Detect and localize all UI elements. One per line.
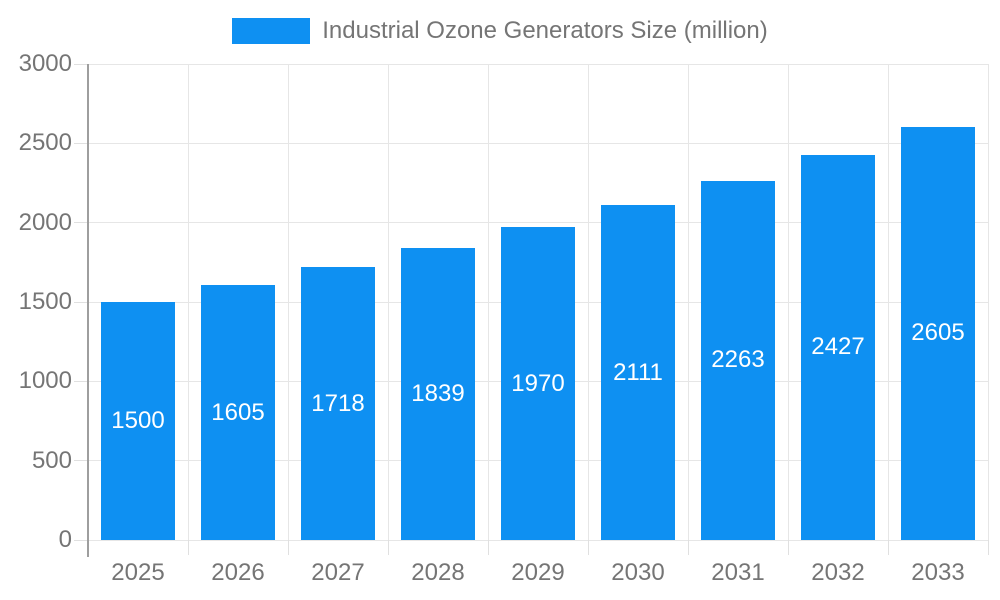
x-axis-label: 2028 bbox=[411, 559, 465, 586]
bar-value-label: 1718 bbox=[311, 389, 365, 417]
x-axis-label: 2030 bbox=[611, 559, 665, 586]
gridline-vertical bbox=[287, 64, 289, 540]
x-axis-tick bbox=[687, 540, 689, 555]
bar-value-label: 2605 bbox=[911, 319, 965, 347]
bar-value-label: 1500 bbox=[111, 407, 165, 434]
y-axis-tick bbox=[74, 301, 88, 303]
x-axis-label: 2029 bbox=[511, 559, 565, 586]
bar-value-label: 1605 bbox=[211, 398, 265, 426]
gridline-horizontal bbox=[88, 222, 988, 224]
gridline-horizontal bbox=[88, 63, 988, 65]
y-axis-tick bbox=[74, 142, 88, 144]
x-axis-tick bbox=[187, 540, 189, 555]
bar-value-label: 2263 bbox=[711, 346, 765, 374]
gridline-vertical bbox=[787, 64, 789, 540]
y-axis-label: 2000 bbox=[18, 208, 72, 236]
y-axis-label: 0 bbox=[58, 526, 72, 553]
bar-value-label: 2427 bbox=[811, 333, 865, 361]
bar-value-label: 1970 bbox=[511, 369, 565, 397]
x-axis-tick bbox=[487, 540, 489, 555]
gridline-vertical bbox=[587, 64, 589, 540]
bar-value-label: 2111 bbox=[613, 358, 663, 386]
y-axis-tick bbox=[74, 380, 88, 382]
x-axis-label: 2026 bbox=[211, 559, 265, 586]
gridline-vertical bbox=[387, 64, 389, 540]
bar[interactable]: 1970 bbox=[501, 227, 575, 540]
bar-value-label: 1839 bbox=[411, 380, 465, 408]
x-axis-tick bbox=[887, 540, 889, 555]
legend-label: Industrial Ozone Generators Size (millio… bbox=[322, 17, 768, 44]
x-axis-label: 2031 bbox=[711, 559, 765, 586]
legend: Industrial Ozone Generators Size (millio… bbox=[0, 17, 1000, 44]
x-axis-label: 2025 bbox=[111, 559, 165, 586]
bar[interactable]: 1605 bbox=[201, 285, 275, 540]
x-axis-tick bbox=[387, 540, 389, 555]
gridline-horizontal bbox=[88, 539, 988, 541]
bar[interactable]: 2427 bbox=[801, 154, 875, 540]
bar[interactable]: 2111 bbox=[601, 205, 675, 540]
x-axis-tick bbox=[987, 540, 989, 555]
gridline-vertical bbox=[987, 64, 989, 540]
gridline-vertical bbox=[687, 64, 689, 540]
gridline-vertical bbox=[887, 64, 889, 540]
bar[interactable]: 1718 bbox=[301, 267, 375, 540]
bar[interactable]: 2263 bbox=[701, 180, 775, 540]
x-axis-label: 2027 bbox=[311, 559, 365, 586]
bar[interactable]: 1839 bbox=[401, 248, 475, 540]
y-axis-tick bbox=[74, 63, 88, 65]
x-axis-label: 2032 bbox=[811, 559, 865, 586]
y-axis-label: 3000 bbox=[18, 50, 72, 77]
gridline-vertical bbox=[487, 64, 489, 540]
x-axis-tick bbox=[587, 540, 589, 555]
bar[interactable]: 1500 bbox=[101, 302, 175, 540]
legend-swatch bbox=[232, 17, 311, 44]
y-axis-label: 500 bbox=[31, 446, 72, 474]
y-axis-tick bbox=[74, 460, 88, 462]
y-axis-line bbox=[87, 64, 89, 557]
gridline-horizontal bbox=[88, 142, 988, 144]
x-axis-label: 2033 bbox=[911, 559, 965, 586]
bar[interactable]: 2605 bbox=[901, 126, 975, 540]
x-axis-tick bbox=[787, 540, 789, 555]
y-axis-label: 1500 bbox=[18, 288, 72, 315]
y-axis-label: 2500 bbox=[18, 129, 72, 157]
y-axis-tick bbox=[74, 222, 88, 224]
y-axis-tick bbox=[74, 539, 88, 541]
y-axis-label: 1000 bbox=[18, 367, 72, 395]
x-axis-tick bbox=[287, 540, 289, 555]
gridline-vertical bbox=[187, 64, 189, 540]
